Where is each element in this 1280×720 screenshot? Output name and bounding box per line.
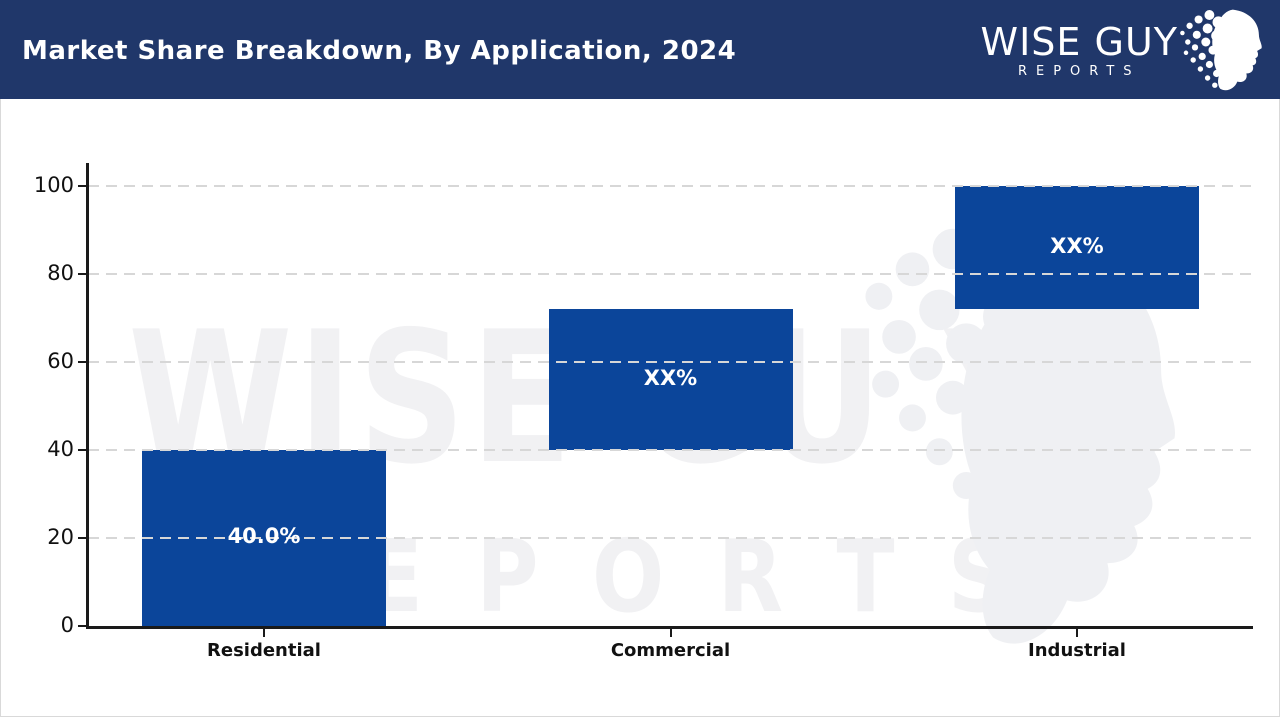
y-tick-label: 40 [47, 437, 74, 461]
gridline-40 [88, 449, 1253, 451]
y-tick-mark [78, 185, 87, 187]
y-tick-mark [78, 449, 87, 451]
y-tick-label: 100 [33, 173, 74, 197]
y-tick-mark [78, 361, 87, 363]
x-tick-mark [1076, 628, 1078, 637]
logo-wordmark: WISE GUY [980, 20, 1178, 64]
header-bar: Market Share Breakdown, By Application, … [0, 0, 1280, 99]
x-tick-label-industrial: Industrial [1028, 640, 1126, 661]
bar-commercial [548, 309, 793, 450]
gridline-100 [88, 185, 1253, 187]
x-tick-label-residential: Residential [207, 640, 321, 661]
gridline-60 [88, 361, 1253, 363]
x-axis-line [86, 626, 1253, 629]
y-tick-label: 60 [47, 349, 74, 373]
watermark-face-icon [865, 228, 1176, 644]
bar-industrial [955, 186, 1199, 310]
bar-value-label: 40.0% [227, 524, 301, 548]
page-title: Market Share Breakdown, By Application, … [22, 36, 737, 66]
y-tick-mark [78, 273, 87, 275]
y-axis-line [86, 163, 89, 629]
gridline-80 [88, 273, 1253, 275]
y-tick-mark [78, 537, 87, 539]
y-tick-label: 20 [47, 525, 74, 549]
gridline-20 [88, 537, 1253, 539]
y-tick-label: 0 [60, 613, 74, 637]
logo-face-icon [1180, 9, 1262, 91]
x-tick-mark [263, 628, 265, 637]
y-tick-label: 80 [47, 261, 74, 285]
bar-value-label: XX% [643, 365, 698, 390]
bar-value-label: XX% [1050, 233, 1104, 258]
logo-text: WISE GUY REPORTS [981, 22, 1178, 79]
x-tick-label-commercial: Commercial [610, 640, 731, 661]
wiseguy-logo: WISE GUY REPORTS [981, 0, 1270, 99]
x-tick-mark [669, 628, 672, 637]
logo-subtitle: REPORTS [1017, 64, 1141, 79]
y-tick-mark [78, 625, 87, 627]
